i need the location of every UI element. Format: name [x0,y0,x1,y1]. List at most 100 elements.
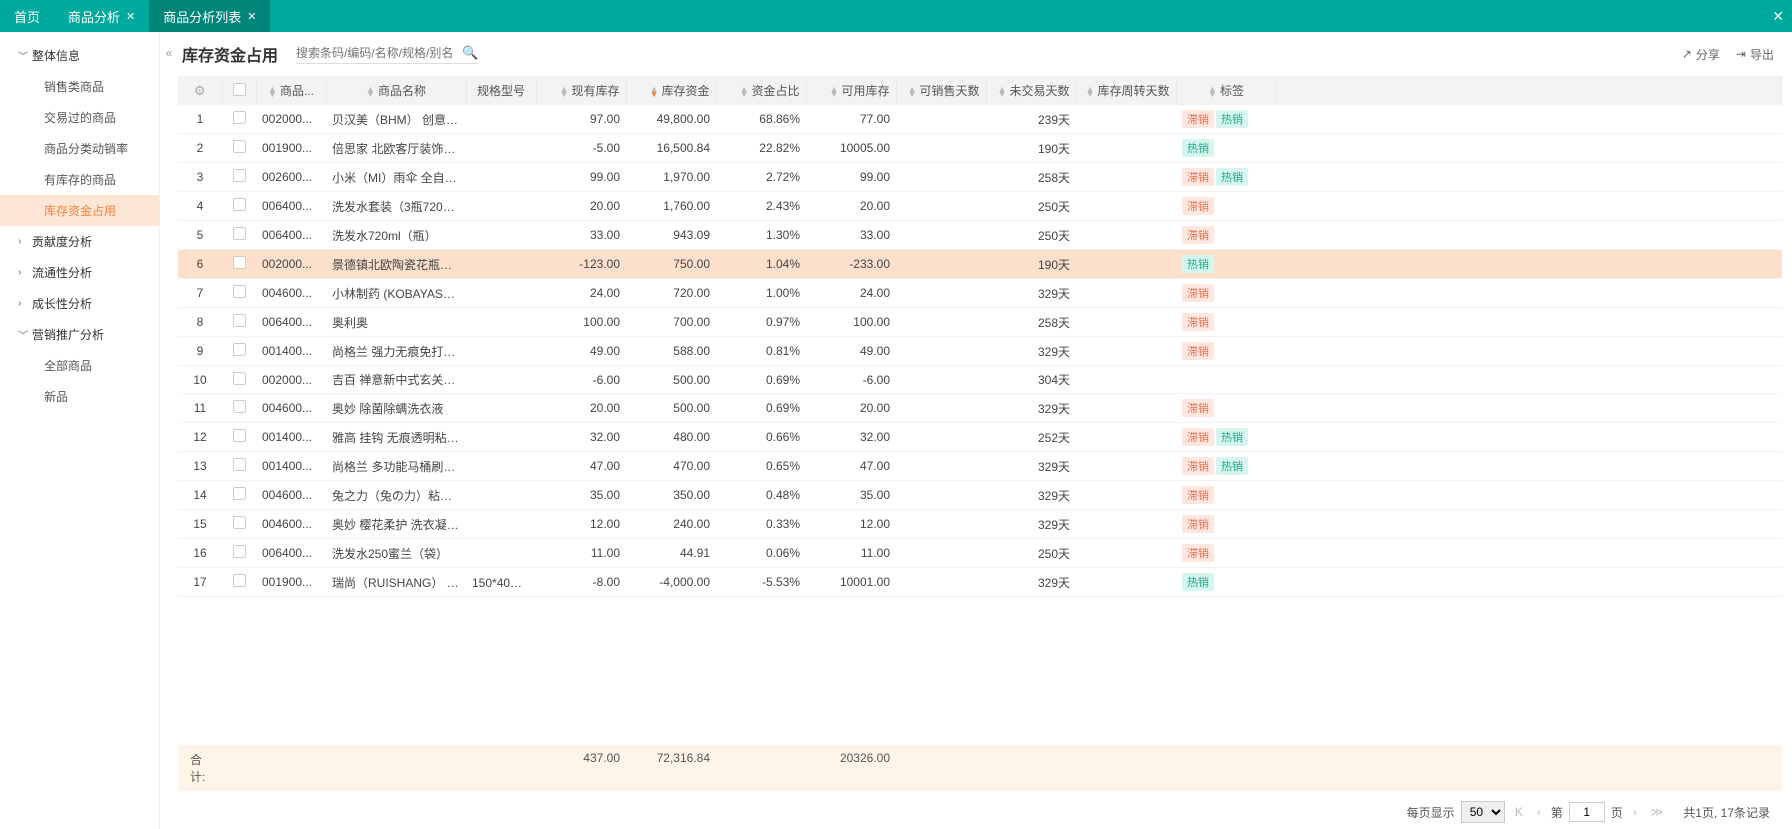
row-checkbox[interactable] [233,372,246,385]
sidebar-item[interactable]: 销售类商品 [0,71,159,102]
row-checkbox[interactable] [233,111,246,124]
sidebar-item[interactable]: 库存资金占用 [0,195,159,226]
table-row[interactable]: 4006400...洗发水套装（3瓶720ml+1袋20.001,760.002… [178,192,1782,221]
prev-page-icon[interactable]: ‹ [1533,805,1545,819]
column-header[interactable]: ▲▼可销售天数 [896,76,986,105]
chevron-right-icon: › [18,298,28,309]
table-row[interactable]: 13001400...尚格兰 多功能马桶刷套装 带47.00470.000.65… [178,452,1782,481]
row-checkbox[interactable] [233,227,246,240]
tag-hot: 热销 [1182,573,1214,591]
sidebar-item[interactable]: 全部商品 [0,350,159,381]
sort-icon: ▲▼ [1208,87,1217,97]
export-button[interactable]: ⇥ 导出 [1736,46,1774,63]
table-row[interactable]: 6002000...景德镇北欧陶瓷花瓶摆件 优-123.00750.001.04… [178,250,1782,279]
row-checkbox[interactable] [233,314,246,327]
sidebar-group-label: 营销推广分析 [32,326,104,343]
close-all-tabs-icon[interactable]: ✕ [1772,8,1784,25]
share-button[interactable]: ↗ 分享 [1682,46,1720,63]
sidebar-item[interactable]: 交易过的商品 [0,102,159,133]
column-header[interactable]: ▲▼资金占比 [716,76,806,105]
chevron-right-icon: › [18,267,28,278]
tab[interactable]: 商品分析列表✕ [149,0,270,32]
sidebar-group-label: 成长性分析 [32,295,92,312]
row-checkbox[interactable] [233,285,246,298]
next-page-icon[interactable]: › [1629,805,1641,819]
row-checkbox[interactable] [233,516,246,529]
table-row[interactable]: 2001900...倍思家 北欧客厅装饰画卧室-5.0016,500.8422.… [178,134,1782,163]
row-checkbox[interactable] [233,140,246,153]
sidebar-item[interactable]: 有库存的商品 [0,164,159,195]
row-checkbox[interactable] [233,458,246,471]
row-checkbox[interactable] [233,545,246,558]
row-checkbox[interactable] [233,429,246,442]
row-checkbox[interactable] [233,343,246,356]
page-input[interactable] [1569,802,1605,822]
tag-slow: 滞销 [1182,457,1214,475]
table-row[interactable]: 3002600...小米（MI）雨伞 全自动折叠99.001,970.002.7… [178,163,1782,192]
column-header[interactable]: ▲▼库存周转天数 [1076,76,1176,105]
search-icon[interactable]: 🔍 [462,45,478,61]
gear-icon[interactable]: ⚙ [194,83,206,98]
table-row[interactable]: 14004600...兔之力（兔の力）粘毛器粘35.00350.000.48%3… [178,481,1782,510]
tag-slow: 滞销 [1182,342,1214,360]
table-row[interactable]: 12001400...雅高 挂钩 无痕透明粘钩 强力32.00480.000.6… [178,423,1782,452]
table-row[interactable]: 17001900...瑞尚（RUISHANG） 卧室简150*40厘米-8.00… [178,568,1782,597]
column-header[interactable]: ▲▼库存资金 [626,76,716,105]
top-tabs-bar: 首页商品分析✕商品分析列表✕ ✕ [0,0,1792,32]
row-checkbox[interactable] [233,487,246,500]
tag-hot: 热销 [1182,139,1214,157]
row-checkbox[interactable] [233,198,246,211]
column-label: 未交易天数 [1009,84,1069,98]
tab[interactable]: 首页 [0,0,54,32]
table-row[interactable]: 15004600...奥妙 樱花柔护 洗衣凝珠 1012.00240.000.3… [178,510,1782,539]
tag-slow: 滞销 [1182,168,1214,186]
column-header[interactable]: ▲▼标签 [1176,76,1276,105]
tag-hot: 热销 [1182,255,1214,273]
sidebar-group[interactable]: ﹀整体信息 [0,40,159,71]
sidebar-item[interactable]: 商品分类动销率 [0,133,159,164]
sidebar-group[interactable]: ›流通性分析 [0,257,159,288]
row-checkbox[interactable] [233,169,246,182]
column-header[interactable]: ▲▼现有库存 [536,76,626,105]
tag-slow: 滞销 [1182,284,1214,302]
close-tab-icon[interactable]: ✕ [247,10,256,23]
tab[interactable]: 商品分析✕ [54,0,149,32]
table-row[interactable]: 10002000...吉百 禅意新中式玄关摆件客-6.00500.000.69%… [178,366,1782,394]
tag-slow: 滞销 [1182,197,1214,215]
row-checkbox[interactable] [233,256,246,269]
column-label: 商品... [280,84,314,98]
table-row[interactable]: 8006400...奥利奥100.00700.000.97%100.00258天… [178,308,1782,337]
row-checkbox[interactable] [233,574,246,587]
collapse-sidebar-icon[interactable]: « [160,32,178,829]
first-page-icon[interactable]: K [1511,805,1527,819]
row-checkbox[interactable] [233,400,246,413]
last-page-icon[interactable]: ≫ [1647,805,1668,819]
table-row[interactable]: 7004600...小林制药 (KOBAYASHI) 日24.00720.001… [178,279,1782,308]
sidebar-group[interactable]: › 成长性分析 [0,288,159,319]
page-title: 库存资金占用 [182,42,278,66]
table-row[interactable]: 5006400...洗发水720ml（瓶）33.00943.091.30%33.… [178,221,1782,250]
export-label: 导出 [1750,46,1774,63]
column-header[interactable]: ▲▼商品... [256,76,326,105]
sidebar-group[interactable]: ﹀营销推广分析 [0,319,159,350]
per-page-select[interactable]: 50 [1461,801,1505,823]
share-label: 分享 [1696,46,1720,63]
table-row[interactable]: 1002000...贝汉美（BHM） 创意北欧风97.0049,800.0068… [178,105,1782,134]
sidebar-item[interactable]: 新品 [0,381,159,412]
tag-hot: 热销 [1216,110,1248,128]
sidebar-group[interactable]: ›贡献度分析 [0,226,159,257]
table-row[interactable]: 9001400...尚格兰 强力无痕免打孔浴室49.00588.000.81%4… [178,337,1782,366]
column-header[interactable]: ▲▼商品名称 [326,76,466,105]
table-row[interactable]: 16006400...洗发水250蜜兰（袋）11.0044.910.06%11.… [178,539,1782,568]
column-label: 标签 [1220,84,1244,98]
sidebar-group-label: 整体信息 [32,47,80,64]
close-tab-icon[interactable]: ✕ [126,10,135,23]
search-input[interactable] [296,46,456,60]
column-label: 商品名称 [378,84,426,98]
sort-icon: ▲▼ [998,87,1007,97]
column-header[interactable]: ▲▼可用库存 [806,76,896,105]
select-all-checkbox[interactable] [233,83,246,96]
tag-slow: 滞销 [1182,226,1214,244]
column-header[interactable]: ▲▼未交易天数 [986,76,1076,105]
table-row[interactable]: 11004600...奥妙 除菌除螨洗衣液20.00500.000.69%20.… [178,394,1782,423]
